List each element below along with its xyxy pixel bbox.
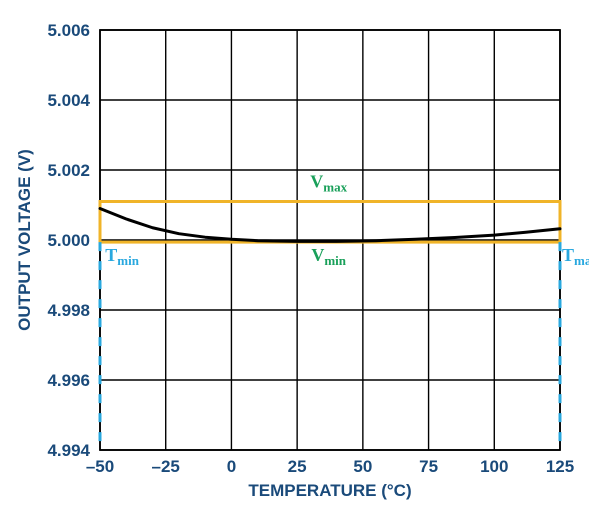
svg-text:0: 0	[227, 457, 236, 476]
chart-svg: –50 –25 0 25 50 75 100 125 TEMPERATURE (°C) 4.994…	[0, 0, 589, 516]
svg-text:5.006: 5.006	[47, 21, 90, 40]
svg-text:25: 25	[288, 457, 307, 476]
svg-text:TEMPERATURE (°C): TEMPERATURE (°C)	[248, 481, 411, 500]
svg-text:OUTPUT VOLTAGE (V): OUTPUT VOLTAGE (V)	[15, 149, 34, 331]
svg-text:4.996: 4.996	[47, 371, 90, 390]
svg-text:4.994: 4.994	[47, 441, 90, 460]
svg-text:125: 125	[546, 457, 574, 476]
svg-text:100: 100	[480, 457, 508, 476]
svg-text:–50: –50	[86, 457, 114, 476]
svg-text:75: 75	[419, 457, 438, 476]
svg-text:5.000: 5.000	[47, 231, 90, 250]
svg-text:–25: –25	[152, 457, 180, 476]
voltage-temperature-chart: –50 –25 0 25 50 75 100 125 TEMPERATURE (°C) 4.994…	[0, 0, 589, 516]
svg-text:4.998: 4.998	[47, 301, 90, 320]
svg-text:50: 50	[353, 457, 372, 476]
svg-text:5.002: 5.002	[47, 161, 90, 180]
svg-text:5.004: 5.004	[47, 91, 90, 110]
